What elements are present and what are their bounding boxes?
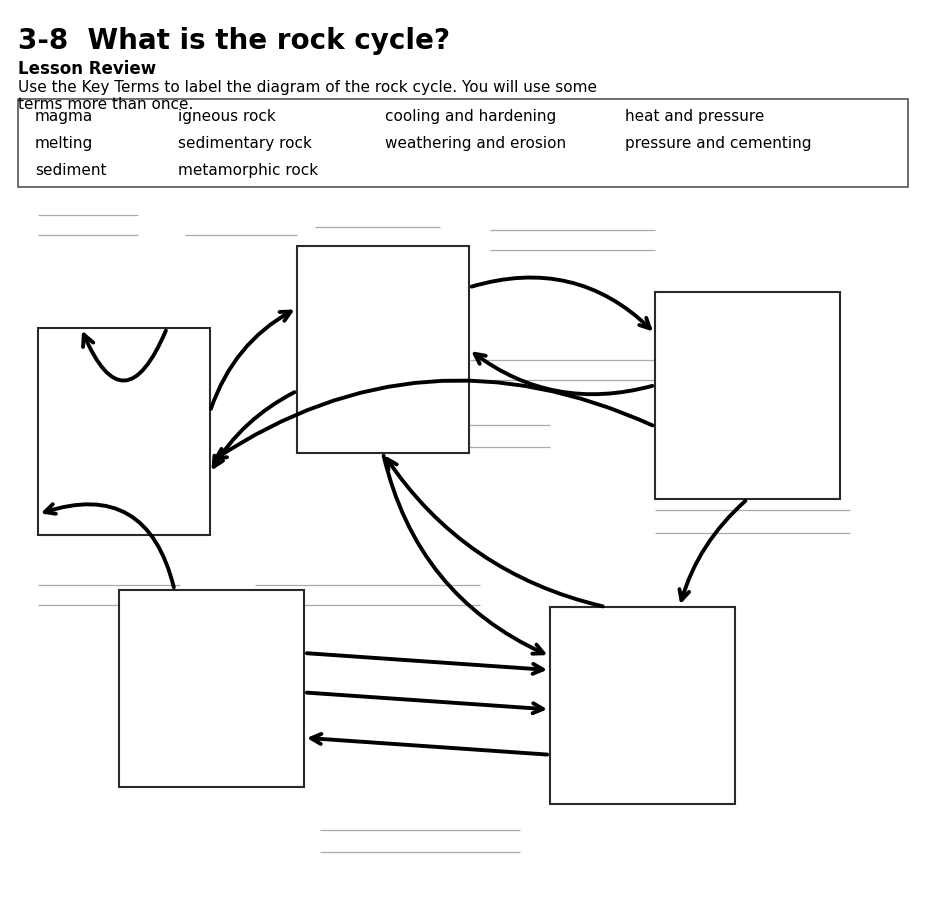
Text: Lesson Review: Lesson Review [18, 60, 156, 78]
Text: melting: melting [35, 136, 94, 151]
Text: igneous rock: igneous rock [178, 109, 275, 124]
Text: sedimentary rock: sedimentary rock [178, 136, 312, 151]
Text: magma: magma [35, 109, 94, 124]
Bar [655, 292, 840, 499]
Text: sediment: sediment [35, 163, 107, 178]
Text: cooling and hardening: cooling and hardening [385, 109, 556, 124]
Text: Use the Key Terms to label the diagram of the rock cycle. You will use some
term: Use the Key Terms to label the diagram o… [18, 80, 597, 113]
Text: heat and pressure: heat and pressure [625, 109, 764, 124]
Bar [119, 590, 304, 787]
Bar [297, 246, 469, 453]
Bar [38, 328, 210, 535]
Bar [550, 607, 735, 804]
Bar [18, 99, 908, 187]
Text: 3-8  What is the rock cycle?: 3-8 What is the rock cycle? [18, 27, 450, 55]
Text: metamorphic rock: metamorphic rock [178, 163, 318, 178]
Text: pressure and cementing: pressure and cementing [625, 136, 812, 151]
Text: weathering and erosion: weathering and erosion [385, 136, 566, 151]
